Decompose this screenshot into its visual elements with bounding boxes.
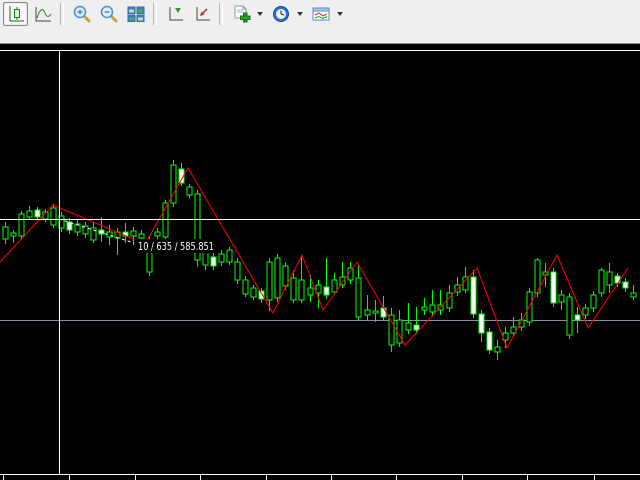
candle-bullish xyxy=(331,279,338,293)
candle-bearish xyxy=(34,209,41,218)
candle-bullish xyxy=(266,261,273,301)
toolbar-separator xyxy=(219,3,223,25)
candle-bearish xyxy=(66,221,73,231)
candle-bearish xyxy=(210,256,217,267)
candle-bearish xyxy=(258,290,265,300)
chart-shift-icon xyxy=(165,4,185,24)
candle-bullish xyxy=(630,292,637,298)
candle-bullish xyxy=(566,296,573,336)
candle-bullish xyxy=(364,309,371,316)
candle-bullish xyxy=(90,227,97,241)
candle-bullish xyxy=(50,207,57,226)
candle-bullish xyxy=(606,271,613,286)
crosshair-tooltip: 10 / 635 / 585.851 xyxy=(138,240,214,253)
candle-bearish xyxy=(323,286,330,296)
candle-bullish xyxy=(598,269,605,294)
candle-bullish xyxy=(558,294,565,303)
clock-icon xyxy=(271,4,291,24)
toolbar xyxy=(0,0,640,44)
candle-bullish xyxy=(154,231,161,237)
candle-bearish xyxy=(478,313,485,334)
candle-bullish xyxy=(218,253,225,263)
candle-bullish xyxy=(202,251,209,266)
toolbar-separator xyxy=(60,3,64,25)
candle-bullish xyxy=(494,346,501,353)
line-chart-button[interactable] xyxy=(30,2,55,26)
candle-bullish xyxy=(170,164,177,204)
candle-bullish xyxy=(274,257,281,299)
candle-bearish xyxy=(413,324,420,331)
candle-bearish xyxy=(486,331,493,351)
candle-bullish xyxy=(106,231,113,238)
tile-windows-button[interactable] xyxy=(123,2,148,26)
crosshair-tooltip-background xyxy=(135,239,217,253)
templates-dropdown-arrow[interactable] xyxy=(334,2,345,26)
indicators-button[interactable] xyxy=(228,2,253,26)
line-chart-icon xyxy=(33,4,53,24)
candle-bullish xyxy=(372,310,379,314)
candle-bullish xyxy=(282,265,289,287)
candle-bearish xyxy=(574,314,581,321)
candle-bullish xyxy=(421,306,428,311)
candle-bullish xyxy=(250,287,257,298)
candle-bullish xyxy=(298,279,305,301)
auto-scroll-button[interactable] xyxy=(189,2,214,26)
candle-bullish xyxy=(590,294,597,309)
toolbar-separator xyxy=(153,3,157,25)
candle-bullish xyxy=(339,276,346,286)
candle-bearish xyxy=(550,271,557,304)
zoom-in-icon xyxy=(72,4,92,24)
candlestick-chart-button[interactable] xyxy=(3,2,28,26)
toolbar-row xyxy=(0,0,640,28)
candle-bullish xyxy=(315,284,322,294)
candle-bullish xyxy=(82,225,89,235)
candle-bullish xyxy=(2,226,9,240)
auto-scroll-icon xyxy=(192,4,212,24)
candle-bullish xyxy=(355,277,362,318)
candle-bearish xyxy=(470,276,477,315)
candle-bullish xyxy=(26,210,33,218)
candle-bullish xyxy=(242,279,249,295)
periods-button[interactable] xyxy=(268,2,293,26)
candle-bullish xyxy=(226,249,233,263)
tile-windows-icon xyxy=(126,4,146,24)
candle-bullish xyxy=(388,314,395,346)
crosshair-measure-line xyxy=(58,218,135,244)
chart-background[interactable] xyxy=(0,45,640,480)
candle-bullish xyxy=(234,261,241,281)
candle-bullish xyxy=(130,230,137,237)
candlestick-chart-icon xyxy=(6,4,26,24)
candle-bearish xyxy=(622,281,629,289)
candle-bullish xyxy=(186,186,193,196)
candle-bullish xyxy=(429,304,436,313)
templates-button[interactable] xyxy=(308,2,333,26)
chart-shift-button[interactable] xyxy=(162,2,187,26)
candle-bullish xyxy=(138,233,145,239)
zoom-out-icon xyxy=(99,4,119,24)
candle-bullish xyxy=(510,326,517,334)
candle-bullish xyxy=(194,193,201,261)
candle-bullish xyxy=(18,213,25,237)
candle-bearish xyxy=(380,307,387,318)
templates-icon xyxy=(311,4,331,24)
candle-bullish xyxy=(542,271,549,276)
indicators-dropdown-arrow[interactable] xyxy=(254,2,265,26)
candle-bullish xyxy=(307,287,314,296)
candle-bullish xyxy=(290,277,297,301)
candle-bullish xyxy=(10,232,17,237)
periods-dropdown-arrow[interactable] xyxy=(294,2,305,26)
candle-bullish xyxy=(74,223,81,233)
zoom-out-button[interactable] xyxy=(96,2,121,26)
candle-bullish xyxy=(582,307,589,316)
indicators-icon xyxy=(231,4,251,24)
candle-bullish xyxy=(405,322,412,331)
zoom-in-button[interactable] xyxy=(69,2,94,26)
zigzag-indicator-line xyxy=(0,166,629,350)
candle-bullish xyxy=(534,259,541,294)
